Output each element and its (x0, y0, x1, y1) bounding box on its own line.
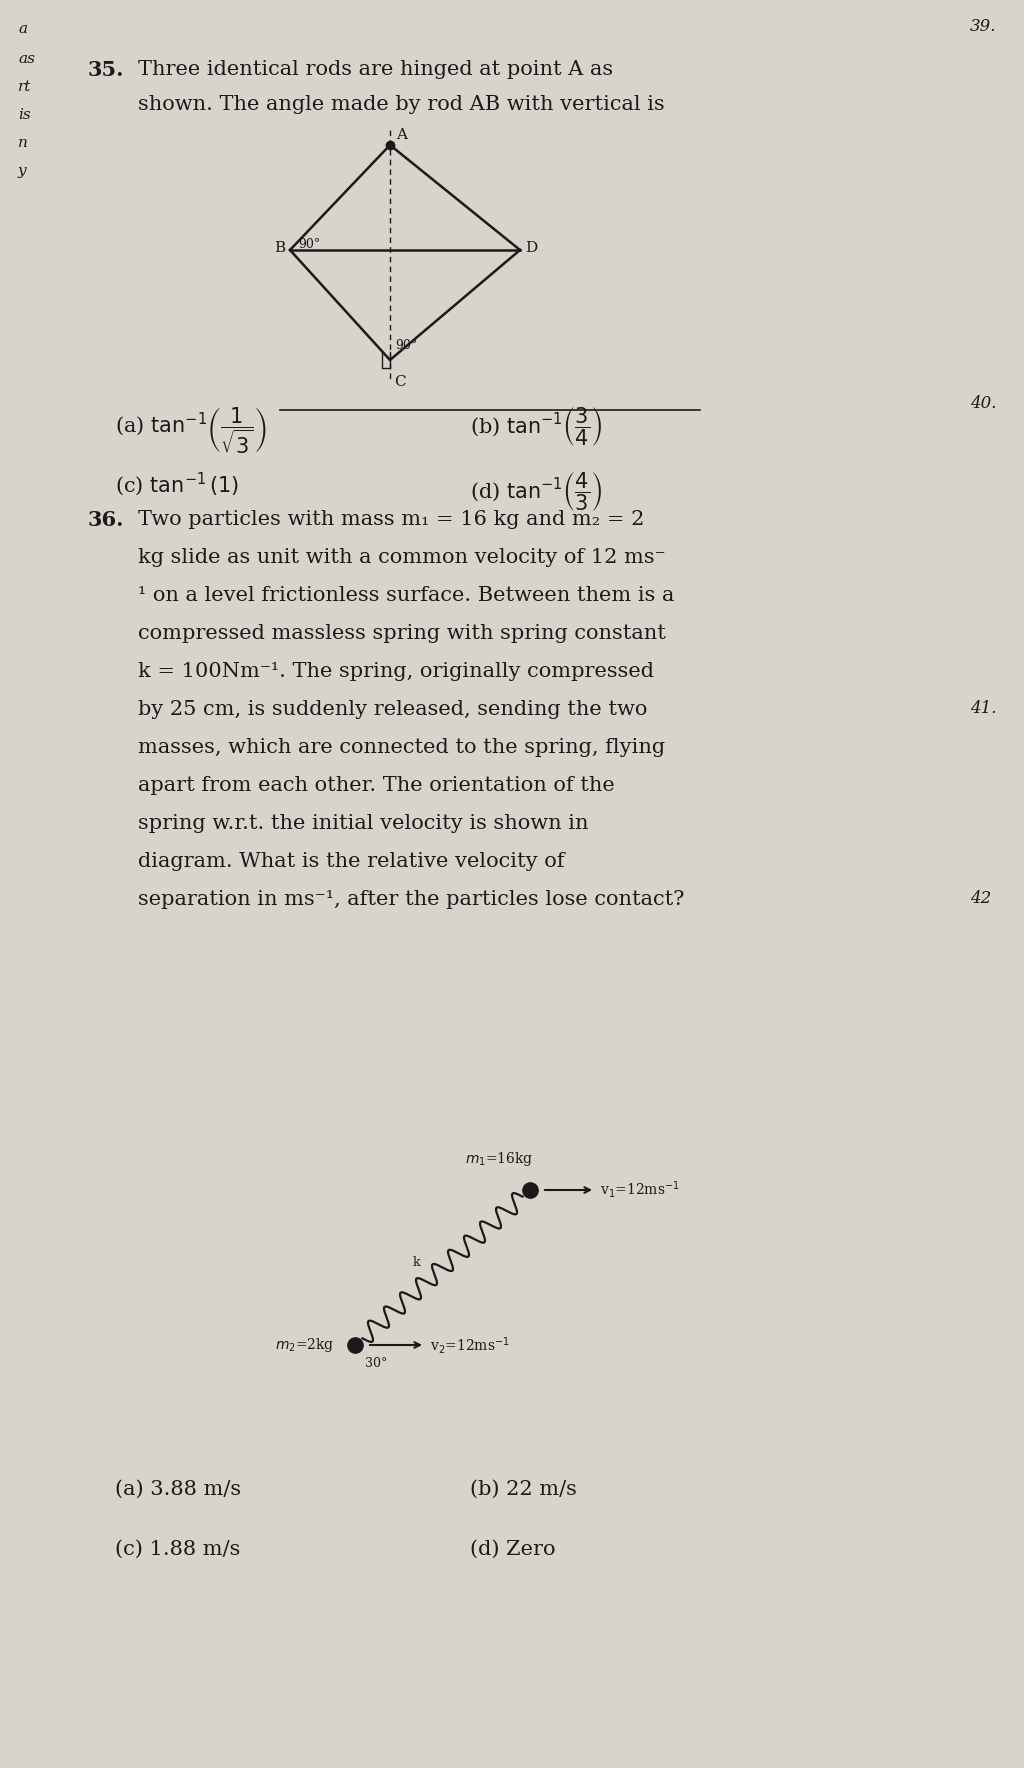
Text: 30°: 30° (365, 1358, 387, 1370)
Text: (c) $\tan^{-1}(1)$: (c) $\tan^{-1}(1)$ (115, 470, 240, 497)
Text: (c) 1.88 m/s: (c) 1.88 m/s (115, 1540, 241, 1559)
Text: 40.: 40. (970, 394, 996, 412)
Text: (b) 22 m/s: (b) 22 m/s (470, 1480, 577, 1499)
Text: 35.: 35. (88, 60, 125, 80)
Text: is: is (18, 108, 31, 122)
Text: v$_1$=12ms$^{-1}$: v$_1$=12ms$^{-1}$ (600, 1179, 680, 1200)
Text: Two particles with mass m₁ = 16 kg and m₂ = 2: Two particles with mass m₁ = 16 kg and m… (138, 509, 644, 529)
Text: 36.: 36. (88, 509, 125, 530)
Text: 41.: 41. (970, 700, 996, 718)
Text: apart from each other. The orientation of the: apart from each other. The orientation o… (138, 776, 614, 796)
Text: rt: rt (18, 80, 32, 94)
Text: C: C (394, 375, 406, 389)
Text: y: y (18, 164, 27, 179)
Text: 42: 42 (970, 889, 991, 907)
Text: separation in ms⁻¹, after the particles lose contact?: separation in ms⁻¹, after the particles … (138, 889, 684, 909)
Text: B: B (273, 240, 285, 255)
Text: (d) Zero: (d) Zero (470, 1540, 555, 1559)
Text: ¹ on a level frictionless surface. Between them is a: ¹ on a level frictionless surface. Betwe… (138, 585, 675, 605)
Text: $m_1$=16kg: $m_1$=16kg (465, 1149, 534, 1169)
Text: 90°: 90° (395, 339, 417, 352)
Text: (a) $\tan^{-1}\!\left(\dfrac{1}{\sqrt{3}}\right)$: (a) $\tan^{-1}\!\left(\dfrac{1}{\sqrt{3}… (115, 405, 266, 456)
Text: shown. The angle made by rod AB with vertical is: shown. The angle made by rod AB with ver… (138, 95, 665, 113)
Text: 90°: 90° (298, 239, 321, 251)
Text: kg slide as unit with a common velocity of 12 ms⁻: kg slide as unit with a common velocity … (138, 548, 666, 568)
Text: by 25 cm, is suddenly released, sending the two: by 25 cm, is suddenly released, sending … (138, 700, 647, 720)
Text: Three identical rods are hinged at point A as: Three identical rods are hinged at point… (138, 60, 613, 80)
Text: $m_2$=2kg: $m_2$=2kg (275, 1337, 335, 1354)
Text: A: A (396, 127, 407, 141)
Text: masses, which are connected to the spring, flying: masses, which are connected to the sprin… (138, 737, 666, 757)
Text: compressed massless spring with spring constant: compressed massless spring with spring c… (138, 624, 666, 644)
Text: (d) $\tan^{-1}\!\left(\dfrac{4}{3}\right)$: (d) $\tan^{-1}\!\left(\dfrac{4}{3}\right… (470, 470, 603, 513)
Text: diagram. What is the relative velocity of: diagram. What is the relative velocity o… (138, 852, 564, 872)
Text: v$_2$=12ms$^{-1}$: v$_2$=12ms$^{-1}$ (430, 1335, 510, 1356)
Text: n: n (18, 136, 28, 150)
Text: 39.: 39. (970, 18, 996, 35)
Text: spring w.r.t. the initial velocity is shown in: spring w.r.t. the initial velocity is sh… (138, 813, 589, 833)
Text: k = 100Nm⁻¹. The spring, originally compressed: k = 100Nm⁻¹. The spring, originally comp… (138, 661, 654, 681)
Text: (b) $\tan^{-1}\!\left(\dfrac{3}{4}\right)$: (b) $\tan^{-1}\!\left(\dfrac{3}{4}\right… (470, 405, 603, 447)
Text: as: as (18, 51, 35, 65)
Text: D: D (525, 240, 538, 255)
Text: a: a (18, 21, 27, 35)
Text: k: k (413, 1255, 421, 1269)
Text: (a) 3.88 m/s: (a) 3.88 m/s (115, 1480, 241, 1499)
